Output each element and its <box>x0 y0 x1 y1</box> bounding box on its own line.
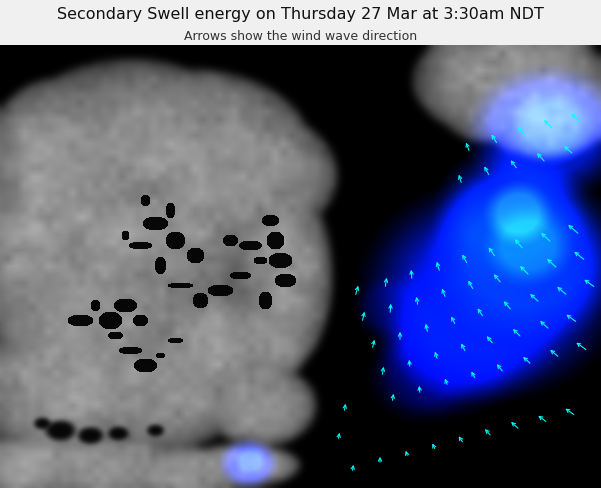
Text: Secondary Swell energy on Thursday 27 Mar at 3:30am NDT: Secondary Swell energy on Thursday 27 Ma… <box>57 7 544 22</box>
Text: Arrows show the wind wave direction: Arrows show the wind wave direction <box>184 30 417 43</box>
